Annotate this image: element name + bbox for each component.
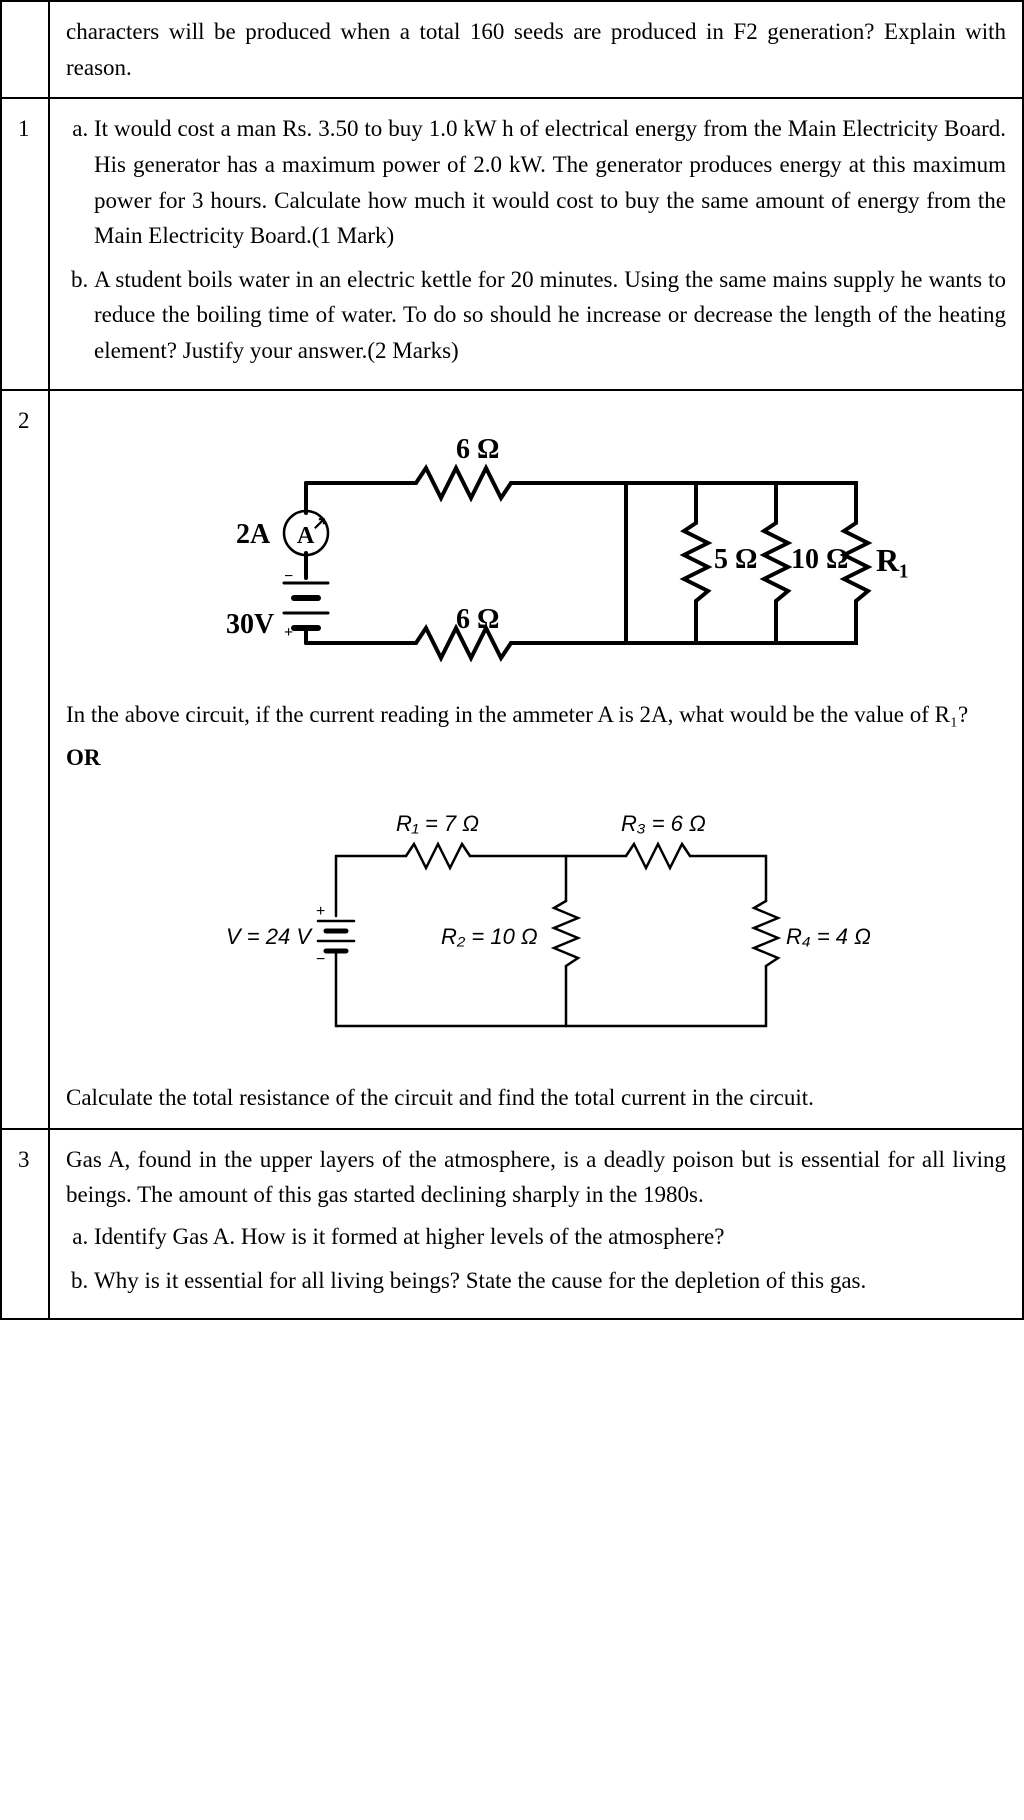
row-number: 2: [1, 390, 49, 1129]
sub-question-b: Why is it essential for all living being…: [94, 1263, 1006, 1299]
label-r2-c2: R₂ = 10 Ω: [441, 924, 538, 949]
table-row: 3 Gas A, found in the upper layers of th…: [1, 1129, 1023, 1320]
label-r3-c2: R₃ = 6 Ω: [621, 811, 706, 836]
question-2-text-1: In the above circuit, if the current rea…: [66, 697, 1006, 733]
circuit-diagram-2: R₁ = 7 Ω R₃ = 6 Ω R₂ = 10 Ω R₄ = 4 Ω V =…: [66, 786, 1006, 1066]
label-r-top: 6 Ω: [456, 434, 499, 465]
label-10ohm: 10 Ω: [791, 544, 848, 575]
label-5ohm: 5 Ω: [714, 544, 757, 575]
sub-question-a: Identify Gas A. How is it formed at high…: [94, 1219, 1006, 1255]
question-cell: 6 Ω 6 Ω 2A 30V 5 Ω 10 Ω R₁ A ↗ − +: [49, 390, 1023, 1129]
label-r4-c2: R₄ = 4 Ω: [786, 924, 871, 949]
label-v-c2: V = 24 V: [226, 924, 313, 949]
question-table: characters will be produced when a total…: [0, 0, 1024, 1320]
sub-question-list: It would cost a man Rs. 3.50 to buy 1.0 …: [66, 111, 1006, 368]
sub-question-b: A student boils water in an electric ket…: [94, 262, 1006, 369]
label-voltage: 30V: [226, 609, 274, 640]
circuit-svg-1: 6 Ω 6 Ω 2A 30V 5 Ω 10 Ω R₁ A ↗ − +: [156, 413, 916, 683]
label-r1: R₁: [876, 542, 909, 578]
svg-text:−: −: [316, 951, 325, 968]
row-number: [1, 1, 49, 98]
label-r-bottom: 6 Ω: [456, 604, 499, 635]
row-number: 3: [1, 1129, 49, 1320]
table-row: 2: [1, 390, 1023, 1129]
svg-text:↗: ↗: [312, 513, 327, 533]
question-2-text-2: Calculate the total resistance of the ci…: [66, 1080, 1006, 1116]
sub-question-list: Identify Gas A. How is it formed at high…: [66, 1219, 1006, 1298]
label-r1-c2: R₁ = 7 Ω: [396, 811, 479, 836]
label-current: 2A: [236, 519, 271, 550]
svg-text:+: +: [284, 624, 293, 641]
question-3-intro: Gas A, found in the upper layers of the …: [66, 1142, 1006, 1213]
question-cell: It would cost a man Rs. 3.50 to buy 1.0 …: [49, 98, 1023, 389]
sub-question-a: It would cost a man Rs. 3.50 to buy 1.0 …: [94, 111, 1006, 254]
row-number: 1: [1, 98, 49, 389]
question-cell: Gas A, found in the upper layers of the …: [49, 1129, 1023, 1320]
circuit-diagram-1: 6 Ω 6 Ω 2A 30V 5 Ω 10 Ω R₁ A ↗ − +: [66, 413, 1006, 683]
question-cell: characters will be produced when a total…: [49, 1, 1023, 98]
or-label: OR: [66, 740, 1006, 776]
table-row: characters will be produced when a total…: [1, 1, 1023, 98]
partial-question-text: characters will be produced when a total…: [66, 19, 1006, 80]
table-row: 1 It would cost a man Rs. 3.50 to buy 1.…: [1, 98, 1023, 389]
svg-text:−: −: [284, 568, 293, 585]
svg-text:+: +: [316, 903, 325, 920]
circuit-svg-2: R₁ = 7 Ω R₃ = 6 Ω R₂ = 10 Ω R₄ = 4 Ω V =…: [186, 786, 886, 1066]
